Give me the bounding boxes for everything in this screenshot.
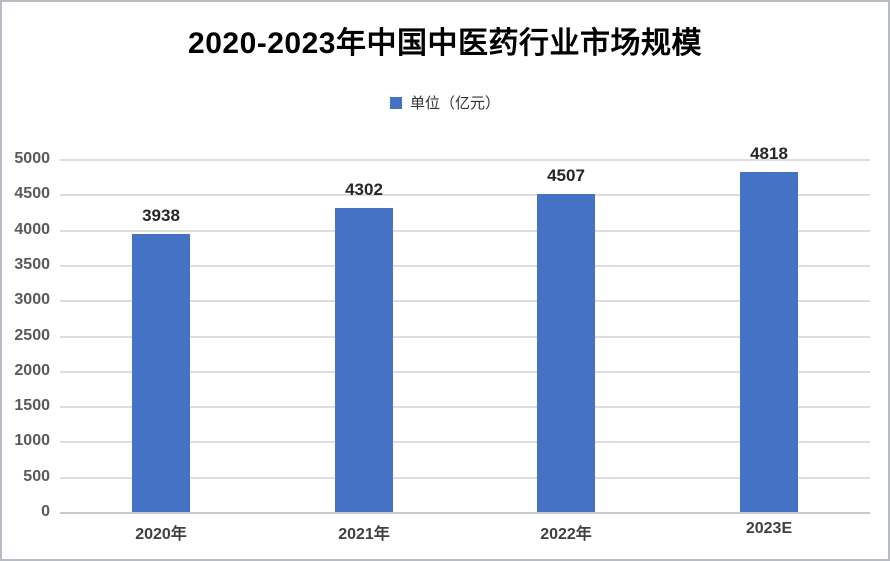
gridline xyxy=(60,300,870,302)
bar-2020年 xyxy=(132,234,190,512)
y-tick-label: 1000 xyxy=(14,432,50,449)
gridline xyxy=(60,230,870,232)
value-label: 3938 xyxy=(142,206,180,225)
gridline xyxy=(60,159,870,161)
x-tick-label: 2021年 xyxy=(338,526,390,543)
gridline xyxy=(60,441,870,443)
bar-2023E xyxy=(740,172,798,512)
x-tick-label: 2023E xyxy=(745,520,793,537)
bar-2022年 xyxy=(537,194,595,512)
plot-area: 3938 4302 4507 4818 xyxy=(60,144,870,514)
chart-title: 2020-2023年中国中医药行业市场规模 xyxy=(188,27,702,60)
gridline xyxy=(60,477,870,479)
legend-label: 单位（亿元） xyxy=(409,95,500,112)
y-tick-label: 3500 xyxy=(14,256,50,273)
gridline xyxy=(60,336,870,338)
y-tick-label: 5000 xyxy=(14,150,50,167)
y-tick-label: 2000 xyxy=(14,362,50,379)
legend-swatch-icon xyxy=(389,96,402,109)
y-axis-tick-labels: 5000 4500 4000 3500 3000 2500 2000 1500 1000 500 0 xyxy=(2,150,50,520)
value-label: 4302 xyxy=(345,180,383,199)
gridline xyxy=(60,406,870,408)
x-tick-label: 2020年 xyxy=(135,526,187,543)
gridline xyxy=(60,265,870,267)
value-label: 4507 xyxy=(547,166,585,185)
x-axis-line xyxy=(60,512,870,514)
x-axis-tick-labels: 2020年 2021年 2022年 2023E xyxy=(60,520,870,544)
legend: 单位（亿元） xyxy=(2,92,888,113)
y-tick-label: 4500 xyxy=(14,185,50,202)
y-tick-label: 1500 xyxy=(14,397,50,414)
gridline xyxy=(60,371,870,373)
bar-2021年 xyxy=(335,208,393,512)
y-tick-label: 3000 xyxy=(14,291,50,308)
x-tick-label: 2022年 xyxy=(540,526,592,543)
y-tick-label: 2500 xyxy=(14,327,50,344)
y-tick-label: 500 xyxy=(23,468,50,485)
y-tick-label: 4000 xyxy=(14,221,50,238)
y-tick-label: 0 xyxy=(41,503,50,520)
gridline xyxy=(60,194,870,196)
value-label: 4818 xyxy=(750,144,788,163)
